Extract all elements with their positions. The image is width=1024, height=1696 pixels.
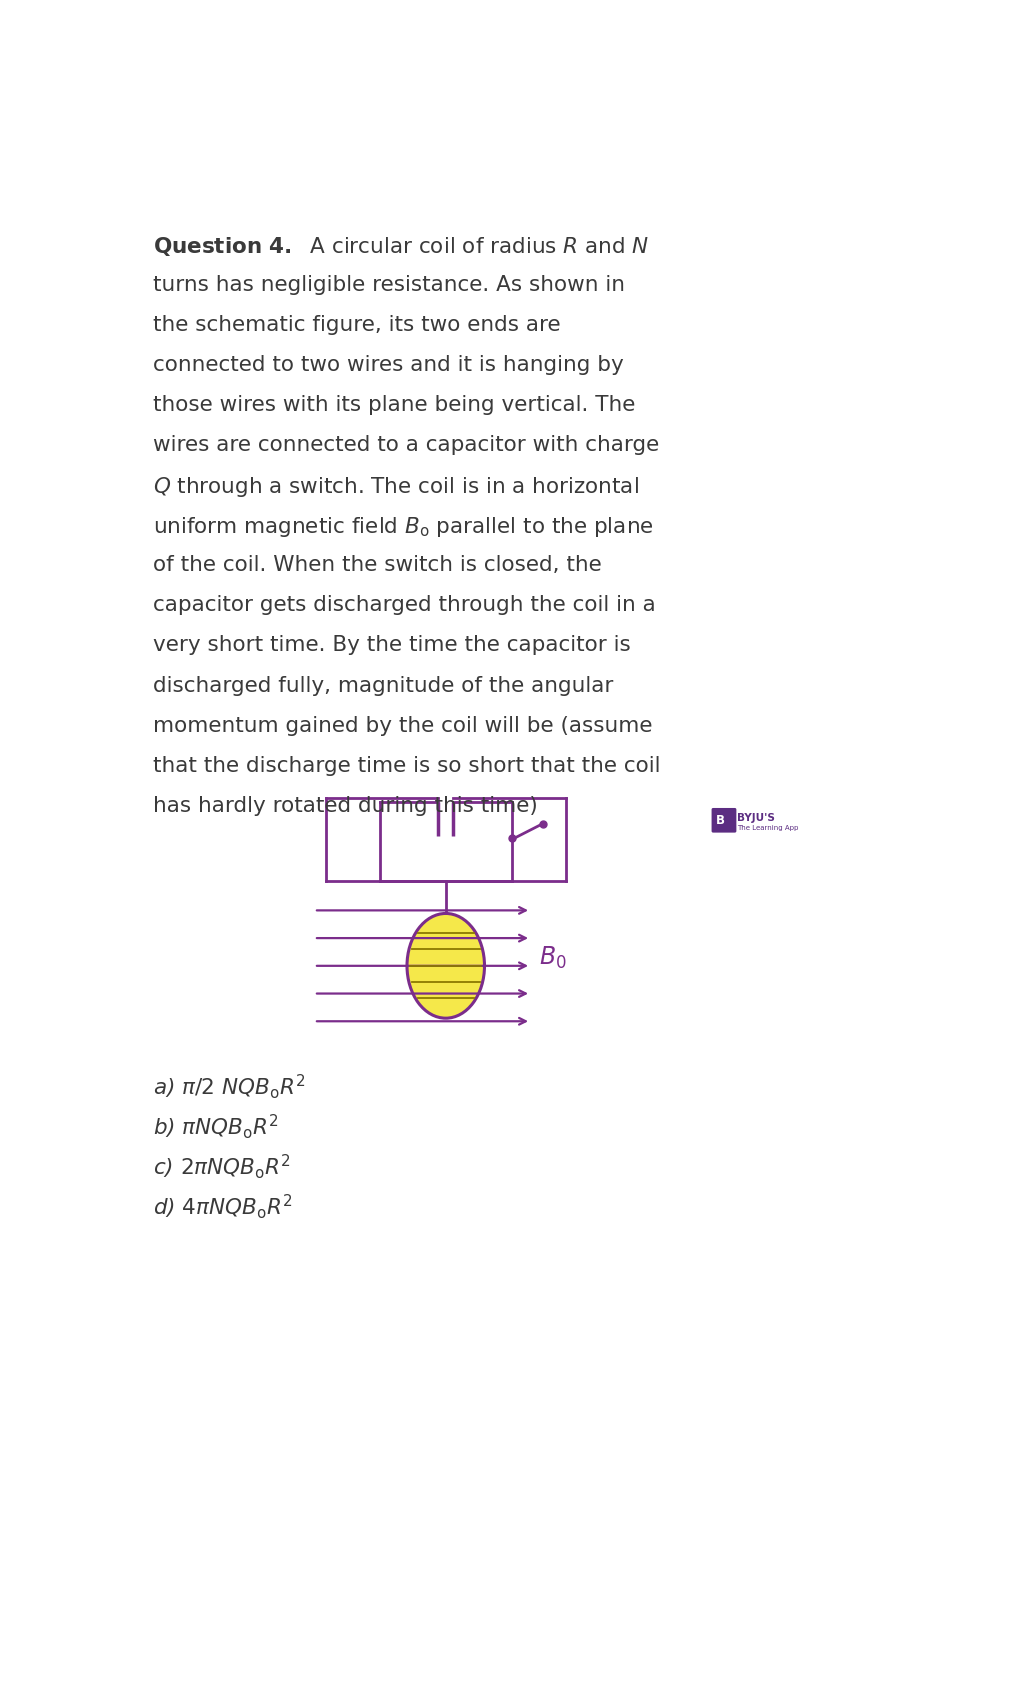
Text: capacitor gets discharged through the coil in a: capacitor gets discharged through the co… [153, 595, 655, 616]
Text: turns has negligible resistance. As shown in: turns has negligible resistance. As show… [153, 275, 625, 295]
Text: that the discharge time is so short that the coil: that the discharge time is so short that… [153, 756, 660, 775]
Text: very short time. By the time the capacitor is: very short time. By the time the capacit… [153, 636, 631, 655]
Text: c) $2\pi NQB_\mathrm{o}R^2$: c) $2\pi NQB_\mathrm{o}R^2$ [153, 1152, 291, 1180]
Text: BYJU'S: BYJU'S [737, 814, 775, 823]
Ellipse shape [407, 914, 484, 1018]
Text: connected to two wires and it is hanging by: connected to two wires and it is hanging… [153, 354, 624, 375]
Text: B: B [716, 814, 724, 826]
FancyBboxPatch shape [712, 807, 736, 833]
Text: d) $4\pi NQB_\mathrm{o}R^2$: d) $4\pi NQB_\mathrm{o}R^2$ [153, 1192, 293, 1221]
Text: $Q$ through a switch. The coil is in a horizontal: $Q$ through a switch. The coil is in a h… [153, 475, 639, 499]
Text: discharged fully, magnitude of the angular: discharged fully, magnitude of the angul… [153, 675, 613, 695]
Text: has hardly rotated during this time): has hardly rotated during this time) [153, 795, 538, 816]
Text: a) $\pi/2\ NQB_\mathrm{o}R^2$: a) $\pi/2\ NQB_\mathrm{o}R^2$ [153, 1072, 305, 1101]
Text: momentum gained by the coil will be (assume: momentum gained by the coil will be (ass… [153, 716, 652, 736]
Text: of the coil. When the switch is closed, the: of the coil. When the switch is closed, … [153, 555, 601, 575]
Text: b) $\pi NQB_\mathrm{o}R^2$: b) $\pi NQB_\mathrm{o}R^2$ [153, 1113, 279, 1141]
Text: $\mathbf{Question\ 4.}$  A circular coil of radius $R$ and $N$: $\mathbf{Question\ 4.}$ A circular coil … [153, 236, 649, 258]
Text: The Learning App: The Learning App [737, 824, 799, 831]
Text: the schematic figure, its two ends are: the schematic figure, its two ends are [153, 315, 560, 336]
Text: uniform magnetic field $B_\mathrm{o}$ parallel to the plane: uniform magnetic field $B_\mathrm{o}$ pa… [153, 516, 653, 539]
Text: wires are connected to a capacitor with charge: wires are connected to a capacitor with … [153, 436, 659, 455]
Text: $B_0$: $B_0$ [539, 945, 566, 972]
Text: those wires with its plane being vertical. The: those wires with its plane being vertica… [153, 395, 635, 416]
